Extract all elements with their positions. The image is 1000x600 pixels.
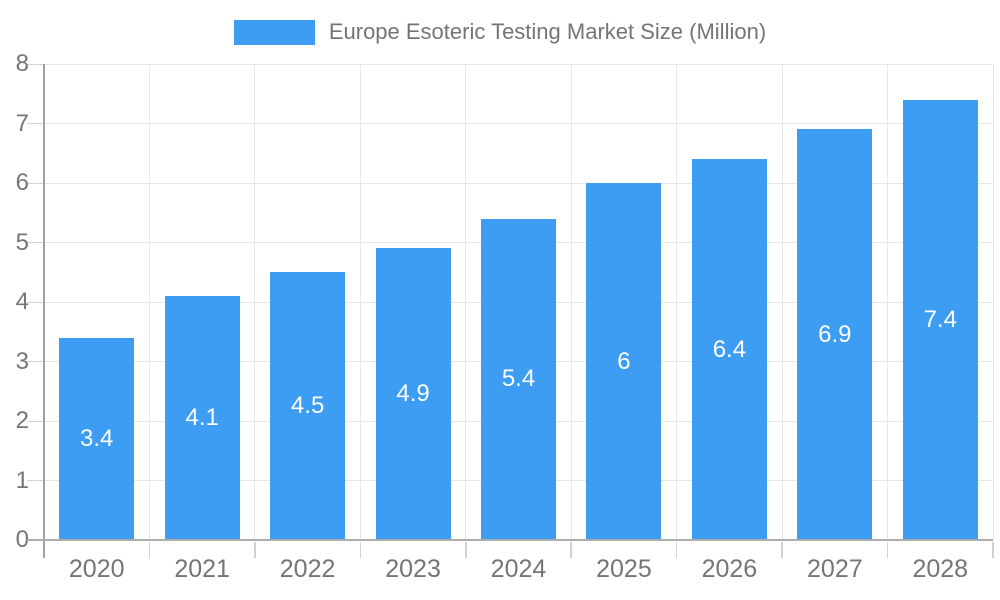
bar[interactable] [902,99,978,540]
gridline-vertical [676,64,678,540]
y-axis-tick-label: 1 [15,466,29,494]
bar[interactable] [586,183,662,540]
bar-value-label: 6.4 [712,335,747,363]
bar[interactable] [164,296,240,540]
x-axis-tick-label: 2028 [912,555,969,583]
x-axis-line [27,538,993,541]
y-axis-tick-label: 2 [15,407,29,434]
y-axis-line [43,64,45,558]
y-axis-tick-label: 7 [15,109,29,137]
bar[interactable] [691,159,767,540]
x-axis-tick [359,542,362,558]
y-axis-tick-label: 6 [15,169,29,196]
y-axis-tick [27,480,44,481]
y-axis-tick [27,123,44,124]
x-axis-tick-label: 2024 [490,555,547,583]
gridline-vertical [992,64,994,540]
bar-value-label: 4.5 [290,392,325,420]
y-axis-tick-label: 4 [15,288,29,315]
x-axis-tick-label: 2022 [279,555,336,583]
x-axis-tick [254,542,256,558]
legend-item[interactable]: Europe Esoteric Testing Market Size (Mil… [0,19,1000,45]
x-axis-tick-label: 2023 [385,555,441,583]
bar-value-label: 4.1 [185,404,219,432]
gridline-horizontal [44,63,993,65]
gridline-vertical [148,64,150,540]
gridline-vertical [359,64,361,540]
bar[interactable] [375,248,451,540]
gridline-vertical [570,64,572,540]
bar-value-label: 5.4 [501,365,536,393]
x-axis-tick-label: 2021 [174,555,230,583]
x-axis-tick [570,542,572,558]
bar[interactable] [481,218,556,540]
bar-value-label: 4.9 [396,380,430,408]
y-axis-tick-label: 8 [15,50,29,77]
x-axis-tick-label: 2025 [596,555,652,583]
x-axis-tick [781,542,783,558]
y-axis-tick [27,63,44,65]
x-axis-tick [675,542,678,558]
x-axis-tick-label: 2026 [701,555,758,583]
x-axis-tick [465,542,467,558]
y-axis-tick [27,182,44,184]
gridline-horizontal [44,123,993,124]
gridline-vertical [887,64,889,540]
legend-swatch-icon [233,19,315,45]
y-axis-tick [27,242,44,243]
y-axis-tick [27,301,44,303]
x-axis-tick [992,542,994,558]
y-axis-tick-label: 3 [15,347,29,375]
bar[interactable] [270,272,346,540]
y-axis-tick [27,361,44,362]
legend-label: Europe Esoteric Testing Market Size (Mil… [328,19,767,44]
x-axis-tick [886,542,889,558]
y-axis-tick-label: 0 [15,526,29,553]
x-axis-tick-label: 2027 [807,555,863,583]
x-axis-tick [148,542,151,558]
bar-value-label: 6 [617,347,631,375]
bar-value-label: 3.4 [80,424,114,452]
gridline-horizontal [44,182,993,184]
y-axis-tick [27,420,44,422]
gridline-vertical [254,64,256,540]
bar[interactable] [59,337,135,540]
x-axis-tick-label: 2020 [68,555,125,583]
bar-value-label: 6.9 [818,320,852,348]
bar[interactable] [797,129,873,540]
gridline-vertical [781,64,783,540]
bar-value-label: 7.4 [923,305,957,333]
gridline-vertical [465,64,467,540]
y-axis-tick-label: 5 [15,228,29,256]
